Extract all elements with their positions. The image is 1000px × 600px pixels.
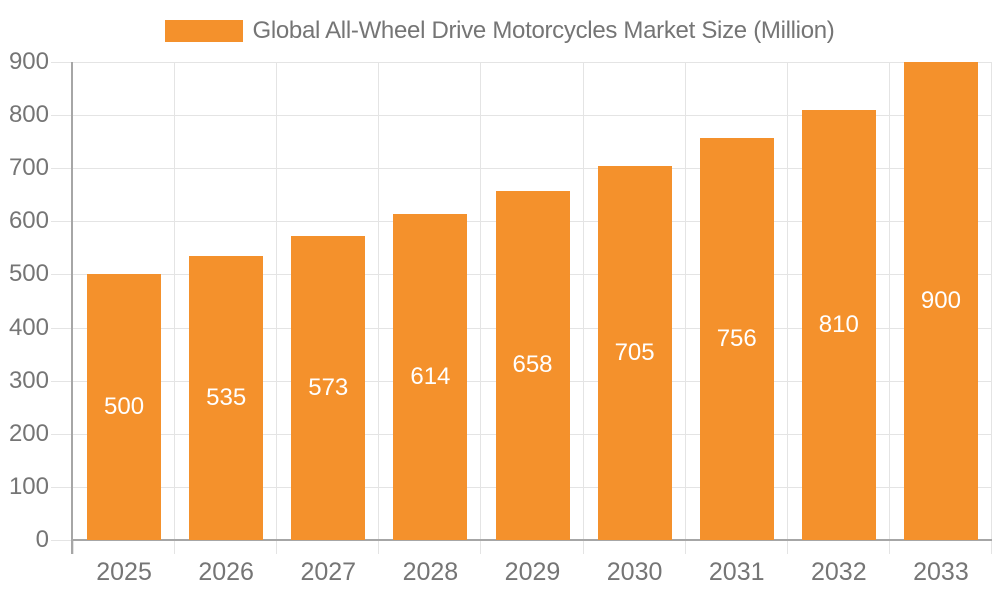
x-axis-category-label: 2030 [606,558,663,586]
x-axis-tick [582,540,584,554]
x-axis-tick [786,540,788,554]
x-axis-category-label: 2028 [402,558,459,586]
horizontal-gridline [73,168,992,170]
y-axis-tick-label: 400 [8,313,49,341]
vertical-gridline [174,62,176,540]
y-axis-tick-label: 600 [8,207,49,235]
vertical-gridline [378,62,380,540]
x-axis-tick [378,540,380,554]
horizontal-gridline [73,115,992,117]
x-axis-category-label: 2031 [708,558,765,586]
y-axis-tick-label: 500 [8,260,49,288]
x-axis-tick [991,540,992,554]
y-axis-tick-label: 800 [8,101,49,129]
x-axis-tick [888,540,890,554]
vertical-gridline [991,62,992,540]
vertical-gridline [888,62,890,540]
x-axis-category-label: 2032 [811,558,867,586]
vertical-gridline [684,62,686,540]
y-axis-tick [51,486,72,488]
horizontal-gridline [73,62,992,63]
y-axis-tick [51,433,72,435]
bar-2032[interactable]: 810 [801,109,876,540]
y-axis-tick [51,380,72,382]
bar-value-label: 500 [104,393,145,421]
y-axis-tick [51,168,72,170]
x-axis-category-label: 2025 [96,558,152,586]
y-axis-tick-label: 0 [35,526,49,553]
bar-2033[interactable]: 900 [903,62,978,540]
bar-value-label: 535 [206,383,247,411]
y-axis-tick-label: 200 [8,419,49,447]
y-axis-tick [51,115,72,117]
chart-title[interactable]: Global All-Wheel Drive Motorcycles Marke… [252,17,835,44]
legend-swatch-icon[interactable] [165,20,244,42]
y-axis-tick-label: 900 [8,48,49,75]
x-axis-tick [276,540,278,554]
x-axis-category-label: 2033 [913,558,969,586]
bar-2028[interactable]: 614 [393,213,468,540]
bar-value-label: 658 [512,351,553,379]
x-axis-tick [480,540,482,554]
bar-value-label: 810 [818,310,859,338]
bar-2030[interactable]: 705 [597,165,672,540]
bar-value-label: 900 [920,287,961,314]
y-axis-tick [51,540,72,541]
x-axis-category-label: 2027 [300,558,357,586]
y-axis-tick [51,62,72,63]
y-axis-tick-label: 100 [8,472,49,500]
plot-area: 0 100 200 300 400 500 600 700 800 900 500 2025 535 20… [9,50,992,586]
vertical-gridline [786,62,788,540]
bar-2031[interactable]: 756 [699,138,774,540]
bar-value-label: 573 [308,373,349,401]
legend[interactable]: Global All-Wheel Drive Motorcycles Marke… [0,16,1000,46]
x-axis-category-label: 2026 [198,558,254,586]
y-axis-tick [51,274,72,276]
bar-2026[interactable]: 535 [189,255,264,540]
bar-2029[interactable]: 658 [495,190,570,540]
bar-value-label: 756 [716,325,757,353]
x-axis-line [71,539,992,541]
vertical-gridline [276,62,278,540]
bar-2027[interactable]: 573 [291,235,366,540]
vertical-gridline [582,62,584,540]
y-axis-tick-label: 300 [8,366,49,394]
bar-value-label: 614 [410,362,451,390]
y-axis-tick [51,221,72,223]
x-axis-tick [684,540,686,554]
y-axis-line [71,62,73,554]
x-axis-tick [174,540,176,554]
bar-value-label: 705 [614,338,655,366]
bar-2025[interactable]: 500 [87,274,162,540]
y-axis-tick-label: 700 [8,154,49,182]
x-axis-category-label: 2029 [504,558,561,586]
y-axis-tick [51,327,72,329]
vertical-gridline [480,62,482,540]
x-axis-tick [73,540,74,554]
